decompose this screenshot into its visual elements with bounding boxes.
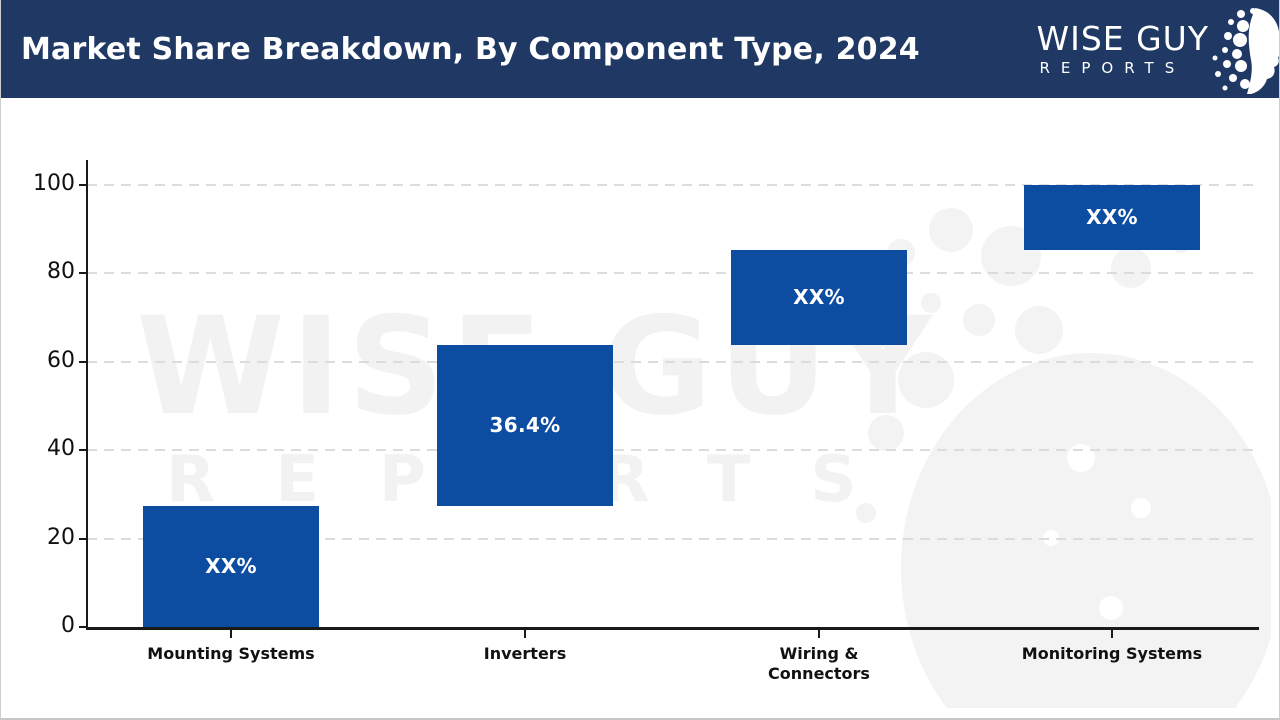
- x-category-label-line: Inverters: [483, 644, 567, 663]
- x-category-label-line: Monitoring Systems: [1021, 644, 1203, 663]
- bar-wiring-connectors: XX%: [731, 249, 907, 345]
- page-title: Market Share Breakdown, By Component Typ…: [21, 31, 920, 67]
- x-tick-mark-2: [818, 630, 820, 638]
- y-tick-mark-60: [79, 360, 87, 363]
- x-category-label-line: Wiring &: [779, 644, 859, 663]
- header-band: Market Share Breakdown, By Component Typ…: [1, 0, 1279, 98]
- gridline-80: [87, 272, 1259, 275]
- bar-value-label: XX%: [1086, 205, 1138, 230]
- y-tick-mark-40: [79, 449, 87, 452]
- y-tick-mark-80: [79, 272, 87, 275]
- y-tick-label-40: 40: [47, 436, 75, 462]
- bar-inverters: 36.4%: [437, 345, 613, 506]
- x-tick-mark-1: [524, 630, 526, 638]
- y-tick-mark-100: [79, 184, 87, 186]
- gridline-100: [87, 184, 1259, 186]
- x-category-label-line: Mounting Systems: [147, 644, 315, 663]
- x-category-label-3: Monitoring Systems: [992, 644, 1232, 664]
- x-category-label-1: Inverters: [405, 644, 645, 664]
- bar-value-label: XX%: [793, 285, 845, 310]
- bar-value-label: 36.4%: [489, 413, 561, 438]
- logo-wordmark: WISE GUY: [1036, 19, 1209, 58]
- logo-text: WISE GUY REPORTS: [1036, 19, 1209, 78]
- x-axis-spine: [86, 627, 1259, 630]
- y-tick-label-60: 60: [47, 347, 75, 373]
- y-tick-label-20: 20: [47, 524, 75, 550]
- gridline-60: [87, 360, 1259, 363]
- x-category-label-line: Connectors: [768, 664, 870, 683]
- logo-subtext: REPORTS: [1039, 59, 1186, 77]
- x-category-label-0: Mounting Systems: [111, 644, 351, 664]
- bar-value-label: XX%: [205, 554, 257, 579]
- x-category-label-2: Wiring & Connectors: [699, 644, 939, 684]
- chart-area: WISE GUY REPORTS: [1, 98, 1279, 718]
- wise-guy-logo: WISE GUY REPORTS: [1031, 0, 1279, 98]
- y-tick-label-0: 0: [61, 613, 75, 638]
- y-tick-mark-20: [79, 537, 87, 540]
- y-tick-label-80: 80: [47, 259, 75, 285]
- y-tick-mark-0: [79, 626, 87, 628]
- logo-head-profile-icon: [1212, 8, 1279, 94]
- y-axis-spine: [86, 160, 88, 629]
- gridline-20: [87, 537, 1259, 540]
- watermark-head-pattern: [856, 208, 1271, 708]
- x-tick-mark-3: [1111, 630, 1113, 638]
- bar-mounting-systems: XX%: [143, 505, 319, 627]
- y-tick-label-100: 100: [33, 171, 75, 196]
- gridline-40: [87, 449, 1259, 452]
- bar-monitoring-systems: XX%: [1024, 185, 1200, 250]
- x-tick-mark-0: [230, 630, 232, 638]
